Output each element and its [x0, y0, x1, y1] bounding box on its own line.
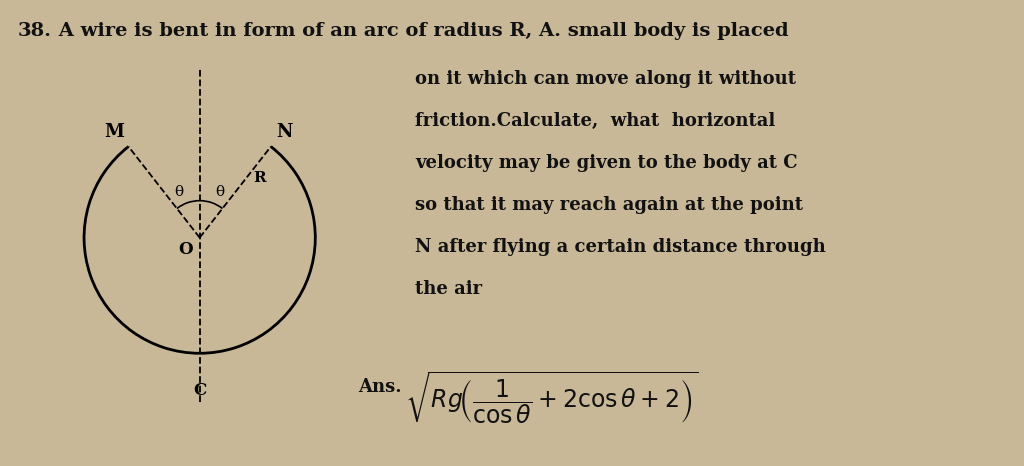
Text: A wire is bent in form of an arc of radius R, A. small body is placed: A wire is bent in form of an arc of radi… [52, 22, 788, 40]
Text: O: O [178, 241, 194, 258]
Text: N: N [276, 123, 293, 141]
Text: C: C [194, 382, 206, 399]
Text: so that it may reach again at the point: so that it may reach again at the point [415, 196, 803, 214]
Text: friction.Calculate,  what  horizontal: friction.Calculate, what horizontal [415, 112, 775, 130]
Text: Ans.: Ans. [358, 378, 401, 396]
Text: 38.: 38. [18, 22, 52, 40]
Text: N after flying a certain distance through: N after flying a certain distance throug… [415, 238, 825, 256]
Text: $\sqrt{Rg\!\left(\dfrac{1}{\cos\theta}+2\cos\theta+2\right)}$: $\sqrt{Rg\!\left(\dfrac{1}{\cos\theta}+2… [406, 370, 698, 427]
Text: the air: the air [415, 280, 482, 298]
Text: velocity may be given to the body at C: velocity may be given to the body at C [415, 154, 798, 172]
Text: M: M [104, 123, 125, 141]
Text: θ: θ [215, 185, 224, 199]
Text: θ: θ [175, 185, 184, 199]
Text: R: R [254, 171, 266, 185]
Text: on it which can move along it without: on it which can move along it without [415, 70, 796, 88]
